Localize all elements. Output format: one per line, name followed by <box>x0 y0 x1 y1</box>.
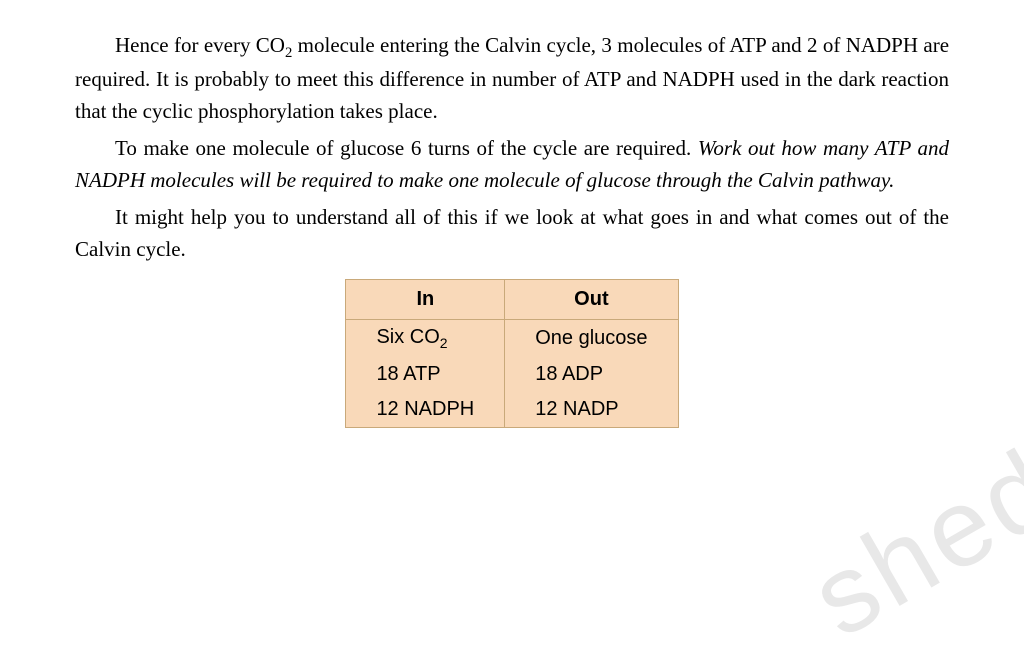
cell-in-0: Six CO2 <box>346 320 505 358</box>
cell-in-2: 12 NADPH <box>346 392 505 428</box>
cell-out-2: 12 NADP <box>505 392 678 428</box>
calvin-cycle-table: In Out Six CO2 One glucose 18 ATP 18 ADP… <box>345 279 678 428</box>
p2-text-1: To make one molecule of glucose 6 turns … <box>115 136 698 160</box>
paragraph-2: To make one molecule of glucose 6 turns … <box>75 133 949 196</box>
in-sub-0: 2 <box>440 335 448 351</box>
table-row: Six CO2 One glucose <box>346 320 678 358</box>
watermark-text: shed <box>791 423 1024 662</box>
cell-out-0: One glucose <box>505 320 678 358</box>
table-container: In Out Six CO2 One glucose 18 ATP 18 ADP… <box>75 279 949 428</box>
table-header-row: In Out <box>346 280 678 320</box>
paragraph-1: Hence for every CO2 molecule entering th… <box>75 30 949 127</box>
p1-text-1: Hence for every CO <box>115 33 285 57</box>
header-out: Out <box>505 280 678 320</box>
header-in: In <box>346 280 505 320</box>
p3-text: It might help you to understand all of t… <box>75 205 949 261</box>
in-prefix-0: Six CO <box>376 326 439 348</box>
table-row: 18 ATP 18 ADP <box>346 357 678 392</box>
cell-in-1: 18 ATP <box>346 357 505 392</box>
cell-out-1: 18 ADP <box>505 357 678 392</box>
table-row: 12 NADPH 12 NADP <box>346 392 678 428</box>
paragraph-3: It might help you to understand all of t… <box>75 202 949 265</box>
